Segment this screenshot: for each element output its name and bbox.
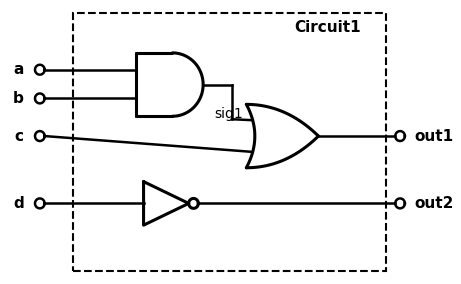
- Text: sig1: sig1: [215, 107, 243, 121]
- Text: c: c: [14, 129, 23, 143]
- Text: b: b: [13, 91, 24, 106]
- Text: Circuit1: Circuit1: [295, 20, 361, 35]
- Text: out1: out1: [414, 129, 454, 143]
- Bar: [73, 13, 386, 271]
- Text: d: d: [13, 196, 24, 211]
- Text: a: a: [13, 62, 24, 77]
- Text: out2: out2: [414, 196, 454, 211]
